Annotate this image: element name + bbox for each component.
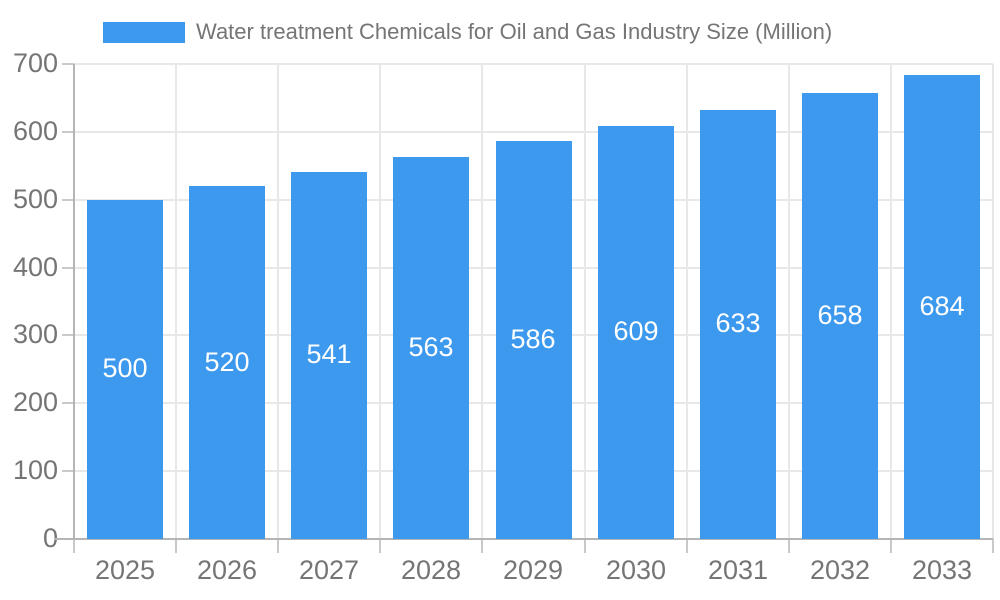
y-axis-tick <box>62 130 74 133</box>
y-axis-tick <box>62 402 74 405</box>
bar-2031[interactable] <box>700 109 776 539</box>
x-gridline <box>583 64 586 539</box>
legend-label: Water treatment Chemicals for Oil and Ga… <box>196 19 833 44</box>
y-axis-tick <box>62 198 74 201</box>
x-gridline <box>379 64 382 539</box>
x-axis-label: 2032 <box>809 555 871 585</box>
y-gridline <box>74 130 993 133</box>
bar-value-label: 563 <box>408 332 454 362</box>
x-axis-tick <box>175 539 178 553</box>
x-gridline <box>787 64 790 539</box>
bar-2033[interactable] <box>904 74 980 539</box>
x-gridline <box>685 64 688 539</box>
x-axis-label: 2025 <box>94 555 156 585</box>
x-axis-tick <box>481 539 484 553</box>
bar-value-label: 586 <box>510 324 556 355</box>
x-axis-tick <box>787 539 790 553</box>
y-axis-line <box>73 64 75 539</box>
x-axis-label: 2031 <box>707 555 769 585</box>
y-axis-label: 400 <box>12 251 58 282</box>
bar-value-label: 658 <box>817 299 863 330</box>
bar-value-label: 541 <box>306 339 352 370</box>
x-axis-label: 2033 <box>911 555 973 585</box>
y-axis-extension-tick <box>73 539 75 553</box>
legend-swatch-icon <box>103 22 185 43</box>
bar-2029[interactable] <box>496 141 572 539</box>
x-axis-label: 2028 <box>400 555 462 585</box>
x-gridline <box>175 64 178 539</box>
y-axis-label: 0 <box>42 523 58 553</box>
x-axis-label: 2029 <box>502 555 564 585</box>
y-axis-tick <box>62 334 74 337</box>
bar-2025[interactable] <box>87 199 163 539</box>
y-axis-tick <box>62 63 74 65</box>
x-axis-line <box>55 538 993 540</box>
bar-value-label: 684 <box>919 290 965 321</box>
y-axis-label: 700 <box>12 48 58 78</box>
bar-2032[interactable] <box>802 92 878 539</box>
bar-2030[interactable] <box>598 125 674 540</box>
x-gridline <box>889 64 892 539</box>
bar-2028[interactable] <box>393 157 469 539</box>
y-axis-label: 200 <box>12 387 58 418</box>
bar-value-label: 609 <box>613 316 659 347</box>
x-axis-label: 2027 <box>298 555 360 585</box>
y-axis-label: 300 <box>12 319 58 350</box>
bar-2027[interactable] <box>291 171 367 539</box>
x-gridline <box>992 64 994 539</box>
bar-value-label: 520 <box>204 346 250 377</box>
y-axis-label: 600 <box>12 115 58 146</box>
bar-2026[interactable] <box>189 186 265 539</box>
x-axis-label: 2030 <box>605 555 667 585</box>
bar-value-label: 500 <box>102 353 148 384</box>
x-gridline <box>481 64 484 539</box>
bar-value-label: 633 <box>715 308 761 339</box>
x-axis-tick <box>379 539 382 553</box>
x-axis-tick <box>583 539 586 553</box>
x-axis-tick <box>277 539 280 553</box>
x-axis-label: 2026 <box>196 555 258 585</box>
y-axis-tick <box>62 470 74 473</box>
y-axis-label: 500 <box>12 183 58 214</box>
x-axis-tick <box>685 539 688 553</box>
y-axis-tick <box>62 266 74 269</box>
x-axis-tick <box>992 539 994 553</box>
y-axis-label: 100 <box>12 455 58 486</box>
x-gridline <box>277 64 280 539</box>
x-axis-tick <box>889 539 892 553</box>
y-gridline <box>74 63 993 65</box>
